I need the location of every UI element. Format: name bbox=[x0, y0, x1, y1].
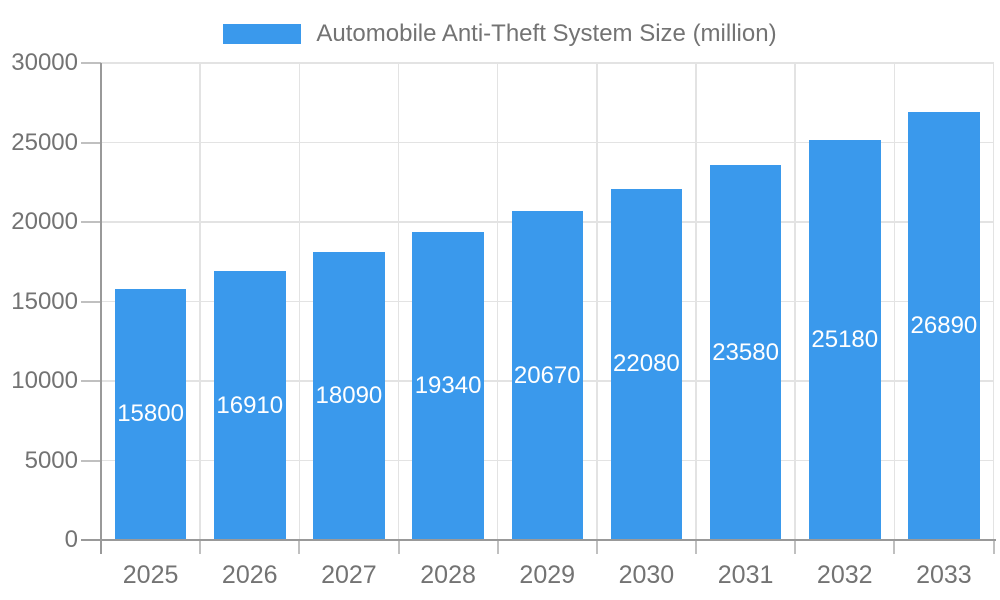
bar-value-label: 18090 bbox=[315, 382, 383, 410]
x-axis-tick bbox=[695, 541, 697, 554]
x-tick-label: 2028 bbox=[420, 561, 476, 589]
bar[interactable] bbox=[114, 288, 187, 539]
legend: Automobile Anti-Theft System Size (milli… bbox=[0, 20, 1000, 48]
bar[interactable] bbox=[709, 165, 782, 539]
y-tick-label: 5000 bbox=[24, 446, 78, 474]
h-gridline bbox=[101, 141, 994, 144]
x-tick-label: 2033 bbox=[916, 561, 972, 589]
x-axis-tick bbox=[992, 541, 995, 554]
y-axis-tick bbox=[81, 380, 101, 382]
x-tick-label: 2025 bbox=[122, 561, 179, 589]
y-axis-line bbox=[100, 63, 102, 554]
v-gridline bbox=[496, 63, 499, 540]
y-axis-tick bbox=[81, 141, 101, 144]
v-gridline bbox=[794, 63, 796, 540]
y-tick-label: 25000 bbox=[11, 128, 78, 156]
bar-value-label: 20670 bbox=[513, 361, 581, 389]
bar-value-label: 16910 bbox=[216, 391, 284, 419]
bar[interactable] bbox=[908, 112, 980, 539]
x-tick-label: 2029 bbox=[519, 561, 576, 589]
x-axis-tick bbox=[199, 541, 202, 554]
legend-swatch-icon bbox=[223, 24, 302, 44]
y-tick-label: 10000 bbox=[11, 367, 78, 394]
y-axis-tick bbox=[81, 300, 101, 303]
y-axis-tick bbox=[81, 62, 101, 64]
y-tick-label: 30000 bbox=[11, 49, 78, 76]
v-gridline bbox=[893, 63, 896, 540]
x-axis-tick bbox=[595, 541, 598, 554]
x-tick-label: 2032 bbox=[816, 561, 873, 589]
legend-item[interactable]: Automobile Anti-Theft System Size (milli… bbox=[223, 20, 777, 48]
legend-label: Automobile Anti-Theft System Size (milli… bbox=[316, 20, 777, 47]
x-axis-tick bbox=[397, 541, 400, 554]
v-gridline bbox=[695, 63, 697, 540]
x-tick-label: 2027 bbox=[321, 561, 377, 589]
x-tick-label: 2030 bbox=[618, 561, 675, 589]
v-gridline bbox=[199, 63, 201, 540]
h-gridline bbox=[101, 62, 994, 64]
y-tick-label: 20000 bbox=[11, 208, 78, 235]
x-axis-tick bbox=[794, 541, 797, 554]
v-gridline bbox=[992, 63, 995, 540]
y-tick-label: 0 bbox=[64, 526, 78, 553]
v-gridline bbox=[298, 63, 301, 540]
bar[interactable] bbox=[610, 188, 683, 539]
y-axis-tick bbox=[81, 459, 101, 462]
v-gridline bbox=[596, 63, 598, 540]
bar-value-label: 23580 bbox=[712, 338, 779, 366]
x-tick-label: 2031 bbox=[717, 561, 774, 589]
bar[interactable] bbox=[214, 271, 286, 539]
x-axis-line bbox=[81, 539, 996, 541]
x-axis-tick bbox=[298, 541, 301, 554]
x-tick-label: 2026 bbox=[221, 561, 278, 589]
y-axis-tick bbox=[81, 221, 101, 223]
bar[interactable] bbox=[412, 232, 484, 539]
x-axis-tick bbox=[496, 541, 499, 554]
bar[interactable] bbox=[313, 252, 385, 539]
bar[interactable] bbox=[809, 139, 881, 539]
bar-value-label: 19340 bbox=[414, 372, 482, 400]
x-axis-tick bbox=[893, 541, 896, 554]
bar-value-label: 25180 bbox=[811, 325, 879, 353]
bar-value-label: 26890 bbox=[910, 312, 978, 340]
bar[interactable] bbox=[511, 211, 583, 539]
y-tick-label: 15000 bbox=[11, 287, 78, 315]
bar-value-label: 22080 bbox=[613, 350, 680, 378]
bar-value-label: 15800 bbox=[117, 400, 184, 428]
v-gridline bbox=[397, 63, 400, 540]
